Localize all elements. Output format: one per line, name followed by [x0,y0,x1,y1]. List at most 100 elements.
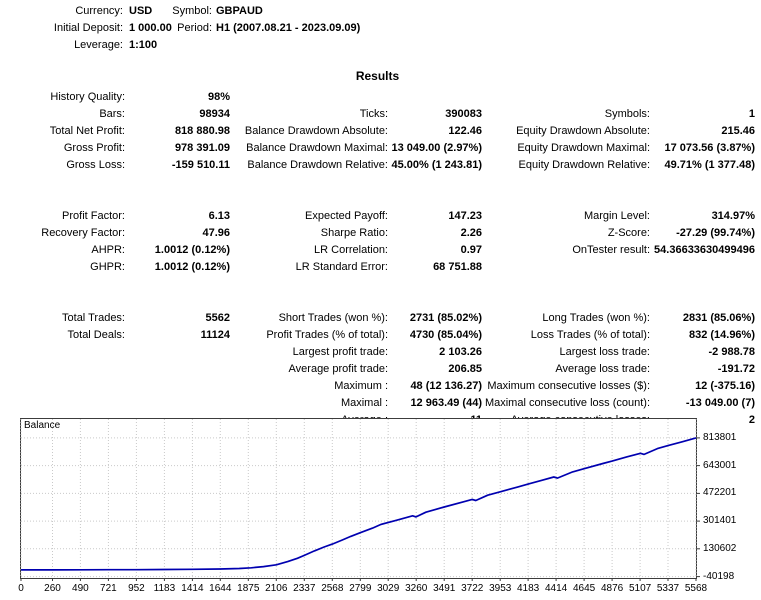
balance-curve [20,419,700,581]
results-row: Maximum : 48 (12 136.27) Maximum consecuti… [0,377,755,394]
result-label: Equity Drawdown Relative: [518,158,650,171]
x-axis-label: 5568 [684,583,708,594]
x-axis-label: 1875 [237,583,260,594]
header-value: USD [129,5,153,17]
result-label: LR Standard Error: [295,260,388,273]
result-value: 215.46 [721,124,755,137]
header-value: H1 (2007.08.21 - 2023.09.09) [216,22,361,34]
result-value: 11124 [200,328,230,341]
x-axis-label: 0 [18,583,24,594]
result-label: Maximum consecutive losses ($): [487,379,650,392]
result-value: 5562 [205,311,230,324]
results-row: Gross Profit: 978 391.09 Balance Drawdown … [0,139,755,156]
x-axis-label: 1183 [153,583,176,594]
result-label: Ticks: [359,107,388,120]
result-label: History Quality: [50,90,125,103]
result-label: OnTester result: [572,243,650,256]
result-value: 2831 (85.06%) [682,311,755,324]
x-axis-label: 5107 [628,583,652,594]
result-label: Balance Drawdown Maximal: [246,141,388,154]
result-value: 2731 (85.02%) [409,311,482,324]
results-row: Gross Loss: -159 510.11 Balance Drawdown R… [0,156,755,173]
result-value: 1.0012 (0.12%) [154,243,230,256]
y-axis-label: 472201 [703,487,737,499]
result-label: Profit Trades (% of total): [266,328,388,341]
result-value: 0.97 [460,243,482,256]
result-value: -27.29 (99.74%) [676,226,755,239]
results-row: Bars: 98934 Ticks: 390083 Symbols: 1 [0,105,755,122]
result-value: -159 510.11 [171,158,230,171]
result-label: Total Trades: [62,311,125,324]
x-axis-label: 3260 [405,583,428,594]
result-label: Bars: [99,107,125,120]
x-axis-label: 952 [128,583,145,594]
y-axis-label: 130602 [703,542,737,554]
results-row: Largest profit trade: 2 103.26 Largest los… [0,343,755,360]
header-value: 1 000.00 [129,22,172,34]
results-row: Maximal : 12 963.49 (44) Maximal consecuti… [0,394,755,411]
result-label: Short Trades (won %): [278,311,388,324]
y-axis-label: 813801 [703,431,737,443]
result-label: Sharpe Ratio: [320,226,388,239]
result-value: 206.85 [448,362,482,375]
x-axis-label: 260 [44,583,61,594]
result-value: 2 [748,413,755,426]
section-gap [0,275,755,309]
result-label: Total Deals: [67,328,125,341]
result-value: 2.26 [460,226,482,239]
result-value: 12 963.49 (44) [410,396,482,409]
result-value: 314.97% [711,209,755,222]
results-table: History Quality: 98% Bars: 98934 Ticks: 39008… [0,88,755,428]
header-label: Symbol: [172,5,212,17]
result-value: 2 103.26 [439,345,482,358]
result-label: GHPR: [90,260,125,273]
result-value: 390083 [445,107,482,120]
result-label: Equity Drawdown Absolute: [516,124,650,137]
x-axis-label: 2568 [321,583,344,594]
x-axis-label: 2337 [293,583,316,594]
results-row: History Quality: 98% [0,88,755,105]
chart-legend-balance: Balance [24,420,61,431]
result-value: 45.00% (1 243.81) [391,158,482,171]
result-label: Loss Trades (% of total): [530,328,650,341]
result-value: 98934 [199,107,230,120]
header-value: GBPAUD [216,5,263,17]
header-row: Leverage: 1:100 [0,39,761,56]
result-value: 54.36633630499496 [654,243,755,256]
x-axis-label: 1414 [181,583,204,594]
x-axis-label: 3029 [377,583,400,594]
result-value: 1.0012 (0.12%) [154,260,230,273]
header-value: 1:100 [129,39,158,51]
chart-plot-area: Balance [20,418,700,581]
result-label: Symbols: [604,107,650,120]
result-label: AHPR: [91,243,125,256]
results-row: Total Deals: 11124 Profit Trades (% of tot… [0,326,755,343]
result-value: 832 (14.96%) [688,328,755,341]
result-value: 818 880.98 [174,124,230,137]
result-label: Gross Profit: [63,141,125,154]
y-axis-label: 643001 [703,459,737,471]
results-row: Profit Factor: 6.13 Expected Payoff: 147.23… [0,207,755,224]
result-value: 48 (12 136.27) [410,379,482,392]
result-value: 49.71% (1 377.48) [664,158,755,171]
result-label: Expected Payoff: [305,209,388,222]
x-axis-label: 5337 [656,583,680,594]
result-label: Maximal : [340,396,388,409]
result-value: 12 (-375.16) [695,379,755,392]
result-value: 6.13 [208,209,230,222]
result-value: 47.96 [202,226,230,239]
header-label: Initial Deposit: [53,22,123,34]
result-value: 17 073.56 (3.87%) [664,141,755,154]
report-header: Currency: USD Symbol: GBPAUD Initial Deposit… [0,5,761,56]
x-axis-label: 4183 [516,583,540,594]
results-title: Results [355,69,400,83]
x-axis-label: 3953 [489,583,512,594]
result-label: Long Trades (won %): [542,311,650,324]
x-axis-label: 721 [100,583,117,594]
y-axis-label: 301401 [703,515,737,527]
y-axis-label: -40198 [703,570,735,582]
result-value: 978 391.09 [174,141,230,154]
x-axis-label: 1644 [209,583,232,594]
result-label: Profit Factor: [62,209,125,222]
result-label: Recovery Factor: [41,226,125,239]
